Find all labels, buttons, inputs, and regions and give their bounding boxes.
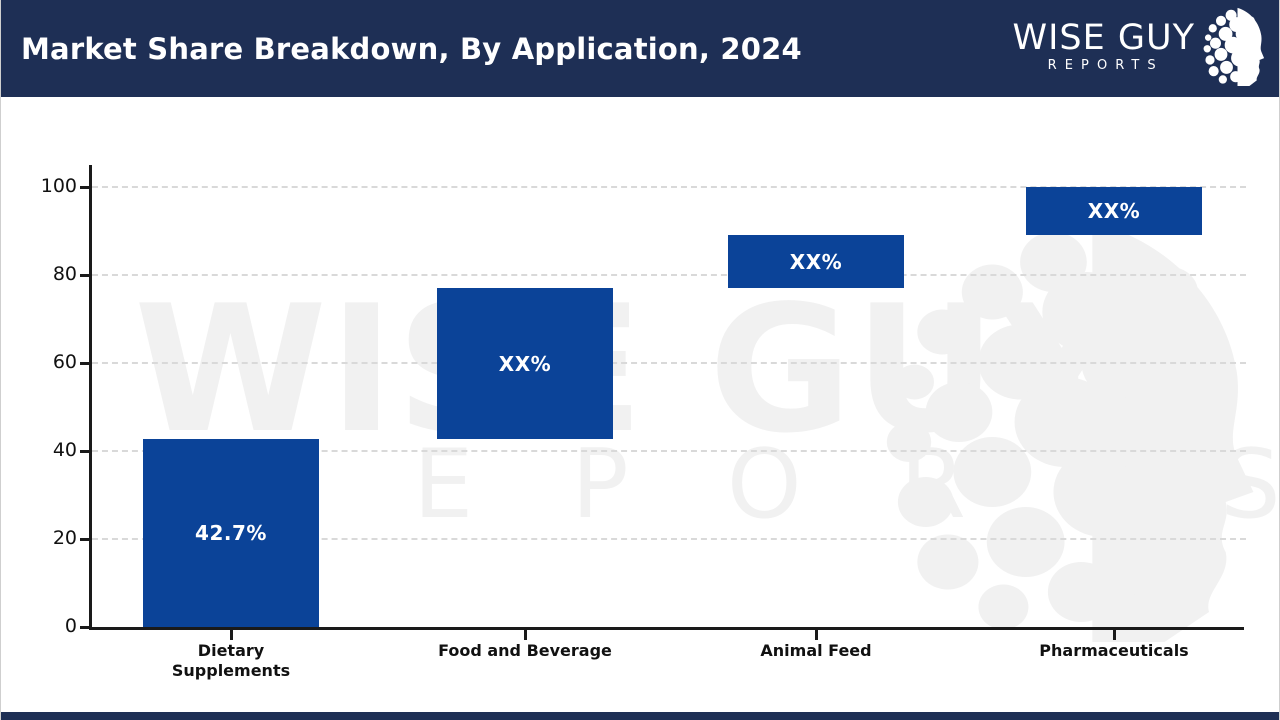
y-tick-mark (80, 449, 90, 453)
gridline-60 (92, 362, 1246, 364)
watermark-head-icon (886, 222, 1254, 642)
brand-subname: REPORTS (1047, 58, 1164, 74)
brand-name: WISE GUY (1012, 17, 1195, 58)
gridline-100 (92, 186, 1246, 188)
y-tick-label: 20 (52, 527, 77, 549)
y-tick-label: 40 (52, 439, 77, 461)
y-tick-mark (80, 361, 90, 365)
x-tick-mark (1112, 630, 1116, 640)
bar-food-and-beverage: XX% (437, 288, 613, 440)
x-category-label: Pharmaceuticals (1039, 641, 1189, 660)
x-tick-mark (229, 630, 233, 640)
brand-logo: WISE GUY REPORTS (1012, 6, 1265, 86)
y-tick-mark (80, 273, 90, 277)
x-axis-line (89, 627, 1244, 630)
gridline-20 (92, 538, 1246, 540)
bar-pharmaceuticals: XX% (1026, 187, 1202, 236)
y-axis-line (89, 165, 92, 630)
y-tick-mark (80, 537, 90, 541)
y-tick-mark (80, 185, 90, 189)
x-category-label: Animal Feed (760, 641, 872, 660)
bar-value-label: 42.7% (195, 521, 267, 546)
x-tick-mark (523, 630, 527, 640)
gridline-40 (92, 450, 1246, 452)
footer-bar (1, 712, 1279, 720)
y-tick-mark (80, 625, 90, 629)
y-tick-label: 60 (52, 351, 77, 373)
brand-head-icon (1203, 7, 1265, 86)
gridline-80 (92, 274, 1246, 276)
bar-value-label: XX% (498, 351, 552, 376)
x-tick-mark (814, 630, 818, 640)
x-category-label: Food and Beverage (438, 641, 612, 660)
bar-value-label: XX% (1087, 199, 1141, 224)
header-bar: Market Share Breakdown, By Application, … (1, 0, 1279, 97)
y-tick-label: 80 (52, 263, 77, 285)
x-category-label: Dietary Supplements (171, 641, 291, 680)
brand-logo-text: WISE GUY REPORTS (1012, 19, 1195, 74)
bar-animal-feed: XX% (728, 235, 904, 289)
y-tick-label: 0 (64, 615, 77, 637)
y-tick-label: 100 (40, 175, 77, 197)
chart-title: Market Share Breakdown, By Application, … (21, 31, 802, 66)
bar-dietary-supplements: 42.7% (143, 439, 319, 627)
bar-value-label: XX% (789, 249, 843, 274)
